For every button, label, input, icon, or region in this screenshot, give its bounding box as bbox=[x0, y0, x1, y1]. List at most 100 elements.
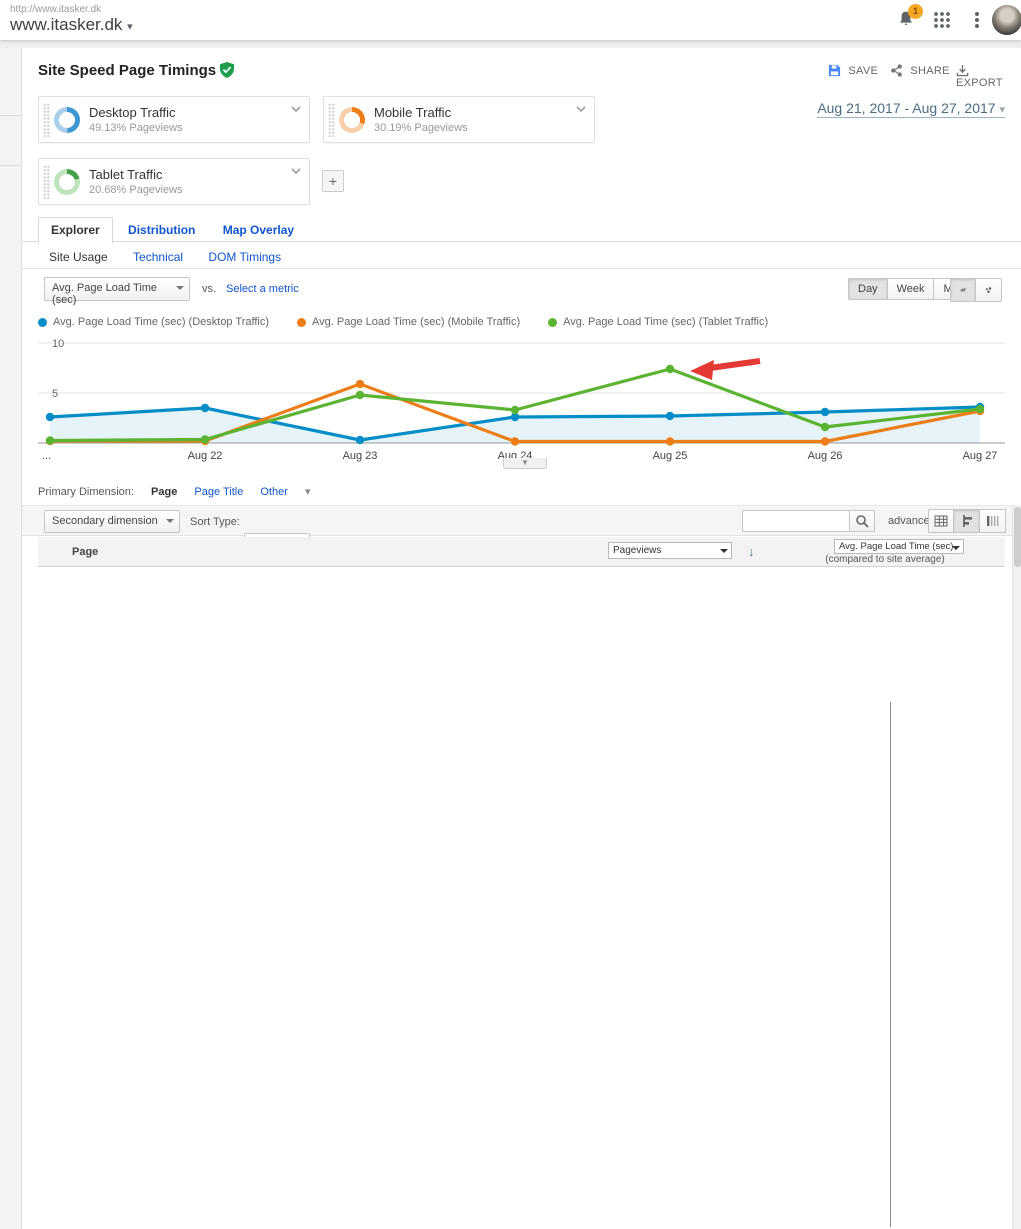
area-fill-desktop bbox=[50, 407, 980, 443]
data-point-tablet[interactable] bbox=[510, 405, 520, 415]
line-chart-view-button[interactable] bbox=[950, 278, 976, 302]
save-button[interactable]: SAVE bbox=[828, 64, 878, 77]
segment-name: Desktop Traffic bbox=[89, 105, 176, 120]
data-point-tablet[interactable] bbox=[975, 404, 985, 414]
legend-dot-icon bbox=[548, 317, 558, 327]
account-selector[interactable]: www.itasker.dk ▾ bbox=[10, 15, 133, 34]
select-metric-link[interactable]: Select a metric bbox=[226, 283, 299, 295]
data-point-mobile[interactable] bbox=[355, 379, 365, 389]
red-arrow-annotation bbox=[690, 358, 761, 380]
topbar: http://www.itasker.dk www.itasker.dk ▾ 1 bbox=[0, 0, 1021, 40]
granularity-day[interactable]: Day bbox=[848, 278, 888, 300]
comparison-bars-icon bbox=[962, 515, 972, 527]
data-point-desktop[interactable] bbox=[200, 403, 210, 413]
legend-dot-icon bbox=[38, 317, 47, 327]
subtab-dom-timings[interactable]: DOM Timings bbox=[208, 250, 282, 264]
metric-dropdown[interactable]: Avg. Page Load Time (sec) bbox=[44, 277, 190, 306]
tab-explorer[interactable]: Explorer bbox=[38, 217, 113, 244]
chevron-down-icon bbox=[166, 519, 174, 523]
granularity-week[interactable]: Week bbox=[887, 278, 935, 300]
sort-direction-icon[interactable]: ↓ bbox=[748, 544, 755, 559]
tab-bar: Explorer Distribution Map Overlay bbox=[22, 217, 1021, 244]
chevron-down-icon: ▾ bbox=[999, 104, 1005, 116]
data-point-desktop[interactable] bbox=[820, 407, 830, 417]
data-point-desktop[interactable] bbox=[45, 412, 55, 422]
comparison-view-button[interactable] bbox=[954, 509, 980, 533]
x-axis-tick-label: Aug 26 bbox=[808, 450, 843, 462]
chart-legend: Avg. Page Load Time (sec) (Desktop Traff… bbox=[38, 316, 768, 328]
segment-card-tablet[interactable]: Tablet Traffic 20.68% Pageviews bbox=[38, 158, 310, 205]
tab-distribution[interactable]: Distribution bbox=[128, 223, 196, 237]
primary-dimension-bar: Primary Dimension: Page Page Title Other… bbox=[38, 485, 338, 498]
apps-grid-icon bbox=[934, 12, 950, 28]
legend-label: Avg. Page Load Time (sec) (Desktop Traff… bbox=[53, 316, 270, 328]
data-point-tablet[interactable] bbox=[665, 364, 675, 374]
data-point-tablet[interactable] bbox=[200, 435, 210, 444]
x-axis-tick-label: ... bbox=[42, 450, 51, 462]
pivot-view-button[interactable] bbox=[980, 509, 1006, 533]
data-point-tablet[interactable] bbox=[355, 390, 365, 400]
legend-item: Avg. Page Load Time (sec) (Mobile Traffi… bbox=[297, 316, 520, 328]
chevron-down-icon: ▾ bbox=[127, 21, 133, 33]
avatar[interactable] bbox=[992, 5, 1021, 35]
dimension-other[interactable]: Other ▾ bbox=[260, 486, 311, 498]
table-grid-icon bbox=[934, 515, 948, 527]
data-point-tablet[interactable] bbox=[820, 422, 830, 432]
data-point-desktop[interactable] bbox=[355, 435, 365, 445]
drag-handle[interactable] bbox=[328, 103, 335, 137]
subtab-technical[interactable]: Technical bbox=[133, 250, 184, 264]
search-icon bbox=[856, 515, 869, 528]
data-point-tablet[interactable] bbox=[45, 436, 55, 445]
timeseries-chart[interactable]: 510... Aug 22 Aug 23 Aug 24 Aug 25 Aug 26 Aug … bbox=[38, 335, 1005, 467]
chevron-down-icon[interactable] bbox=[574, 102, 588, 116]
share-button[interactable]: SHARE bbox=[890, 64, 950, 77]
notifications-button[interactable]: 1 bbox=[895, 4, 923, 32]
scrollbar[interactable] bbox=[1012, 505, 1021, 1229]
overflow-menu-button[interactable] bbox=[968, 10, 986, 35]
chart-collapse-tab[interactable]: ▼ bbox=[503, 458, 547, 469]
chevron-down-icon[interactable] bbox=[289, 102, 303, 116]
export-button[interactable]: EXPORT bbox=[956, 64, 1021, 89]
segment-card-desktop[interactable]: Desktop Traffic 49.13% Pageviews bbox=[38, 96, 310, 143]
data-table: Page Pageviews ↓ Avg. Page Load Time (se… bbox=[38, 537, 1005, 1227]
data-point-mobile[interactable] bbox=[820, 437, 830, 446]
add-segment-button[interactable]: + bbox=[322, 170, 344, 192]
search-button[interactable] bbox=[849, 510, 875, 532]
notification-badge: 1 bbox=[908, 4, 923, 19]
motion-chart-view-button[interactable] bbox=[976, 278, 1002, 302]
chevron-down-icon[interactable] bbox=[289, 164, 303, 178]
table-toolbar: Secondary dimension Sort Type: Default a… bbox=[22, 505, 1021, 556]
metric-note: (compared to site average) bbox=[825, 554, 945, 565]
verified-shield-icon bbox=[220, 62, 235, 78]
column-header-page[interactable]: Page bbox=[72, 546, 99, 558]
chart-type-toggle bbox=[950, 278, 1002, 302]
segment-card-mobile[interactable]: Mobile Traffic 30.19% Pageviews bbox=[323, 96, 595, 143]
dimension-page-title[interactable]: Page Title bbox=[194, 486, 244, 498]
dimension-page[interactable]: Page bbox=[151, 486, 178, 498]
dropdown-arrow-icon bbox=[720, 549, 728, 553]
table-view-toggle bbox=[928, 509, 1006, 533]
drag-handle[interactable] bbox=[43, 103, 50, 137]
data-point-desktop[interactable] bbox=[510, 412, 520, 422]
y-axis-tick-label: 10 bbox=[52, 338, 64, 350]
secondary-dimension-button[interactable]: Secondary dimension bbox=[44, 510, 180, 533]
donut-chart-mobile bbox=[339, 107, 365, 133]
drag-handle[interactable] bbox=[43, 165, 50, 199]
data-table-view-button[interactable] bbox=[928, 509, 954, 533]
scrollbar-thumb[interactable] bbox=[1014, 507, 1021, 567]
tab-map-overlay[interactable]: Map Overlay bbox=[222, 223, 295, 237]
pageviews-column-selector[interactable]: Pageviews bbox=[608, 542, 732, 559]
data-point-mobile[interactable] bbox=[665, 437, 675, 446]
metric-column-selector[interactable]: Avg. Page Load Time (sec) bbox=[834, 539, 964, 554]
bar-axis-line bbox=[890, 702, 891, 1227]
subtab-bar: Site Usage Technical DOM Timings bbox=[22, 247, 1021, 269]
search-input[interactable] bbox=[742, 510, 850, 532]
data-point-mobile[interactable] bbox=[510, 437, 520, 446]
apps-grid-button[interactable] bbox=[932, 10, 952, 35]
subtab-site-usage[interactable]: Site Usage bbox=[49, 250, 108, 264]
data-point-desktop[interactable] bbox=[665, 411, 675, 421]
segment-subtitle: 30.19% Pageviews bbox=[374, 122, 468, 134]
date-range-selector[interactable]: Aug 21, 2017 - Aug 27, 2017 ▾ bbox=[817, 100, 1005, 118]
advanced-link[interactable]: advanced bbox=[888, 515, 936, 527]
